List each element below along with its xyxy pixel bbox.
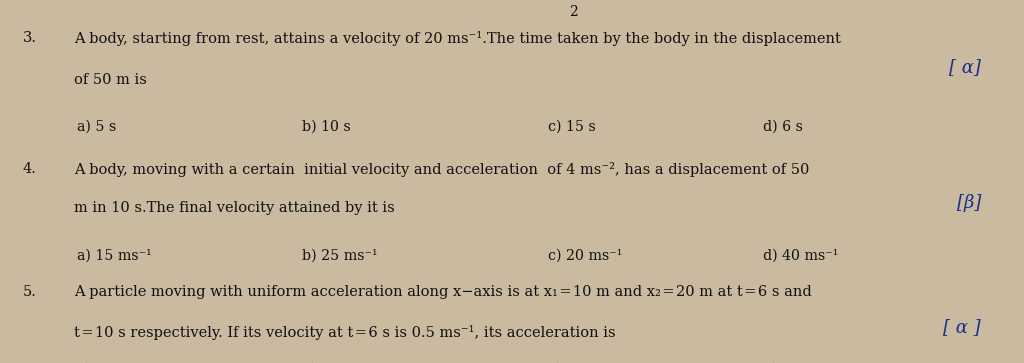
Text: c) 15 s: c) 15 s	[548, 120, 596, 134]
Text: c) 20 ms⁻¹: c) 20 ms⁻¹	[548, 249, 623, 263]
Text: A particle moving with uniform acceleration along x−axis is at x₁ = 10 m and x₂ : A particle moving with uniform accelerat…	[74, 285, 811, 299]
Text: [ α ]: [ α ]	[943, 318, 981, 336]
Text: 4.: 4.	[23, 162, 37, 176]
Text: A body, moving with a certain  initial velocity and acceleration  of 4 ms⁻², has: A body, moving with a certain initial ve…	[74, 162, 809, 176]
Text: [ α]: [ α]	[949, 58, 981, 76]
Text: d) 6 s: d) 6 s	[763, 120, 803, 134]
Text: b) 25 ms⁻¹: b) 25 ms⁻¹	[302, 249, 378, 263]
Text: [β]: [β]	[956, 194, 981, 212]
Text: 3.: 3.	[23, 31, 37, 45]
Text: d) 40 ms⁻¹: d) 40 ms⁻¹	[763, 249, 839, 263]
Text: b) 10 s: b) 10 s	[302, 120, 351, 134]
Text: t = 10 s respectively. If its velocity at t = 6 s is 0.5 ms⁻¹, its acceleration : t = 10 s respectively. If its velocity a…	[74, 325, 615, 340]
Text: of 50 m is: of 50 m is	[74, 73, 146, 87]
Text: 2: 2	[569, 5, 578, 20]
Text: m in 10 s.The final velocity attained by it is: m in 10 s.The final velocity attained by…	[74, 201, 394, 216]
Text: 5.: 5.	[23, 285, 37, 299]
Text: a) 15 ms⁻¹: a) 15 ms⁻¹	[77, 249, 152, 263]
Text: a) 5 s: a) 5 s	[77, 120, 116, 134]
Text: A body, starting from rest, attains a velocity of 20 ms⁻¹.The time taken by the : A body, starting from rest, attains a ve…	[74, 31, 841, 46]
